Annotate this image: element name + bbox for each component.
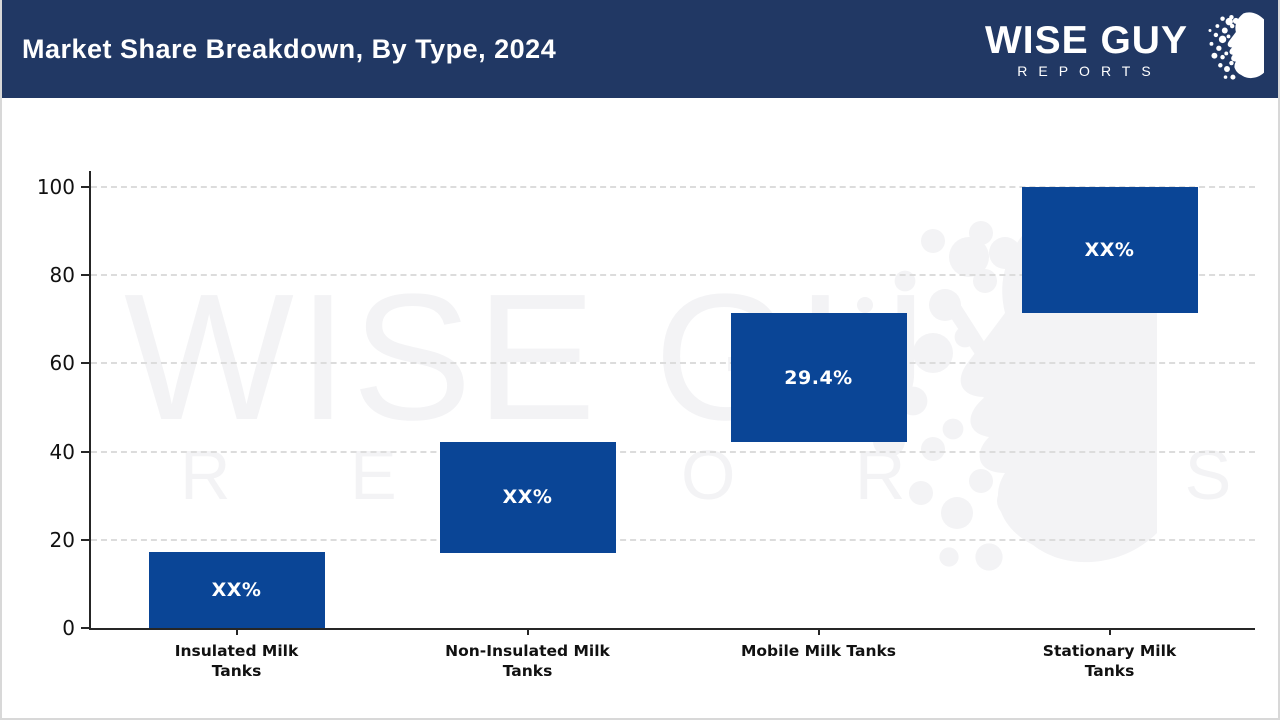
wiseguy-logo: WISE GUY REPORTS	[985, 3, 1264, 95]
x-tick-mark	[526, 628, 529, 635]
bar-value-label: 29.4%	[784, 366, 853, 389]
x-tick-mark	[817, 628, 820, 635]
bar-value-label: XX%	[211, 579, 262, 602]
y-tick-label-60: 60	[49, 351, 75, 376]
y-tick-mark	[81, 274, 89, 277]
y-tick-label-20: 20	[49, 527, 75, 552]
x-tick-mark	[1108, 628, 1111, 635]
bar-insulated-milk-tanks: XX%	[148, 552, 325, 628]
bar-stationary-milk-tanks: XX%	[1021, 187, 1198, 314]
y-tick-label-0: 0	[62, 616, 75, 640]
x-axis-line	[89, 628, 1255, 630]
y-tick-mark	[81, 362, 89, 365]
gridline-100	[91, 186, 1255, 188]
y-tick-mark	[81, 450, 89, 453]
gridline-80	[91, 274, 1255, 277]
y-tick-label-40: 40	[49, 439, 75, 464]
y-tick-label-100: 100	[36, 175, 75, 199]
logo-wordmark: WISE GUY	[984, 19, 1188, 63]
x-category-label-mobile-milk-tanks: Mobile Milk Tanks	[740, 642, 897, 660]
x-category-label-non-insulated-milk-tanks: Non-Insulated Milk Tanks	[445, 642, 610, 681]
gridline-20	[91, 538, 1255, 541]
y-axis-spine	[89, 171, 91, 628]
y-tick-mark	[81, 627, 89, 629]
logo-text: WISE GUY REPORTS	[984, 19, 1188, 79]
wiseguy-face-icon	[1208, 12, 1264, 80]
y-tick-mark	[81, 186, 89, 188]
gridline-40	[91, 450, 1255, 453]
bar-mobile-milk-tanks: 29.4%	[730, 312, 907, 443]
logo-subtitle: REPORTS	[1017, 62, 1162, 79]
bar-value-label: XX%	[502, 486, 553, 509]
bar-value-label: XX%	[1084, 239, 1135, 262]
plot-area: 0 20 40 60 80 100 XX% Insulated Milk Tanks XX% No…	[37, 171, 1255, 680]
gridline-60	[91, 362, 1255, 365]
x-category-label-insulated-milk-tanks: Insulated Milk Tanks	[174, 642, 299, 681]
bar-non-insulated-milk-tanks: XX%	[439, 441, 616, 554]
y-tick-label-80: 80	[49, 263, 75, 288]
x-category-label-stationary-milk-tanks: Stationary Milk Tanks	[1042, 642, 1177, 681]
chart-title: Market Share Breakdown, By Type, 2024	[22, 33, 557, 64]
x-tick-mark	[235, 628, 238, 635]
y-tick-mark	[81, 538, 89, 541]
header-bar: Market Share Breakdown, By Type, 2024 WI…	[2, 0, 1278, 98]
